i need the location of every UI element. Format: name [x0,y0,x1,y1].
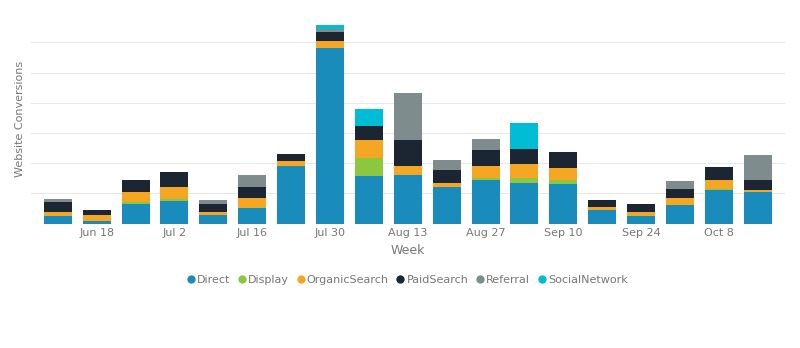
Bar [316,32,344,41]
Bar [82,214,110,221]
Bar [705,189,733,190]
Bar [316,41,344,48]
Bar [588,200,616,207]
X-axis label: Week: Week [390,244,425,257]
Bar [394,93,422,140]
Bar [199,215,227,223]
Bar [550,184,578,223]
Bar [744,192,772,223]
Bar [433,171,461,182]
Bar [627,204,655,212]
Bar [744,155,772,180]
Y-axis label: Website Conversions: Website Conversions [15,61,25,177]
Bar [471,180,499,223]
Bar [122,203,150,204]
Bar [122,192,150,203]
Bar [44,203,72,212]
Bar [666,189,694,198]
Bar [277,166,305,223]
Bar [627,216,655,223]
Bar [588,207,616,210]
Bar [316,29,344,32]
Bar [705,167,733,180]
Bar [471,150,499,166]
Bar [510,178,538,182]
Bar [666,205,694,223]
Bar [666,198,694,205]
Bar [82,221,110,223]
Bar [44,216,72,223]
Bar [510,182,538,223]
Bar [44,212,72,216]
Bar [471,139,499,150]
Bar [161,187,189,199]
Bar [705,190,733,223]
Bar [277,154,305,161]
Bar [199,200,227,204]
Bar [316,25,344,29]
Bar [355,110,383,126]
Bar [82,210,110,214]
Bar [238,187,266,198]
Bar [355,140,383,158]
Bar [510,164,538,178]
Bar [744,190,772,192]
Bar [44,199,72,203]
Bar [238,208,266,223]
Bar [433,160,461,171]
Bar [705,180,733,189]
Bar [433,182,461,187]
Bar [355,126,383,140]
Bar [238,175,266,187]
Bar [355,176,383,223]
Bar [550,180,578,184]
Bar [122,204,150,223]
Bar [510,123,538,149]
Bar [627,212,655,216]
Bar [355,158,383,176]
Bar [471,166,499,178]
Bar [394,175,422,223]
Legend: Direct, Display, OrganicSearch, PaidSearch, Referral, SocialNetwork: Direct, Display, OrganicSearch, PaidSear… [188,275,628,285]
Bar [161,172,189,187]
Bar [550,168,578,180]
Bar [161,199,189,201]
Bar [394,166,422,175]
Bar [199,204,227,212]
Bar [122,180,150,192]
Bar [238,198,266,208]
Bar [199,212,227,215]
Bar [433,187,461,223]
Bar [316,48,344,223]
Bar [510,149,538,164]
Bar [394,140,422,166]
Bar [550,152,578,168]
Bar [666,181,694,189]
Bar [588,210,616,223]
Bar [744,180,772,190]
Bar [277,161,305,166]
Bar [471,178,499,180]
Bar [161,201,189,223]
